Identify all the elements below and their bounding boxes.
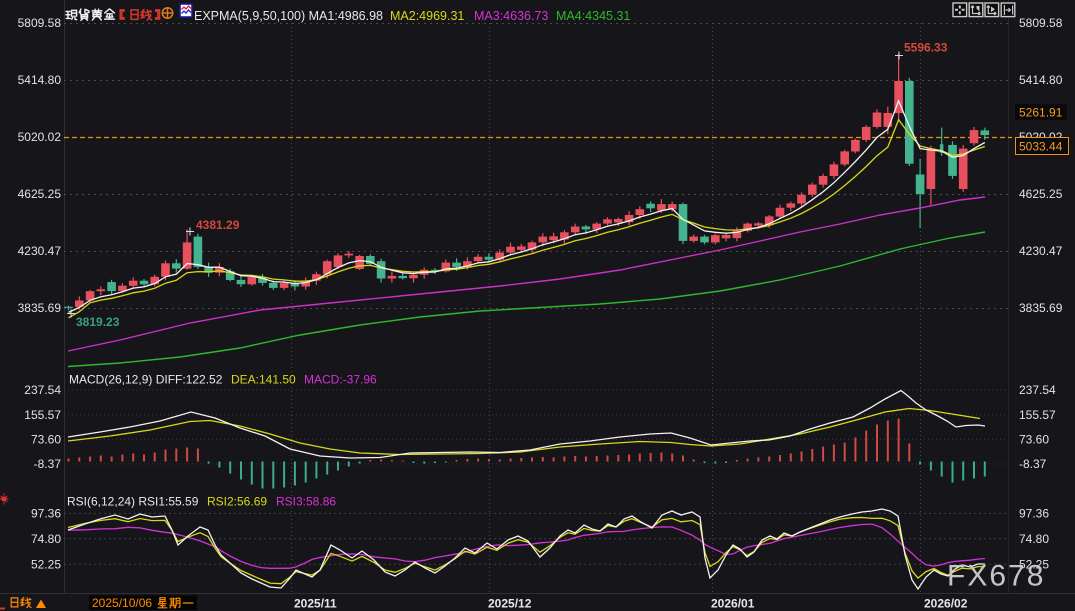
svg-text:RSI3:58.86: RSI3:58.86 <box>276 495 336 509</box>
svg-text:5809.58: 5809.58 <box>1019 16 1063 30</box>
svg-text:MA3:4636.73: MA3:4636.73 <box>474 9 548 23</box>
svg-text:MACD:-37.96: MACD:-37.96 <box>304 373 377 387</box>
svg-text:155.57: 155.57 <box>24 408 61 422</box>
svg-text:5414.80: 5414.80 <box>1019 73 1063 87</box>
svg-text:5261.91: 5261.91 <box>1019 106 1063 120</box>
svg-text:5809.58: 5809.58 <box>18 16 62 30</box>
svg-text:-8.37: -8.37 <box>34 457 62 471</box>
svg-text:5033.44: 5033.44 <box>1019 140 1063 154</box>
svg-text:2025/10/06: 2025/10/06 <box>92 596 152 610</box>
svg-text:74.80: 74.80 <box>31 532 61 546</box>
svg-text:97.36: 97.36 <box>31 507 61 521</box>
svg-text:MA4:4345.31: MA4:4345.31 <box>556 9 630 23</box>
svg-text:237.54: 237.54 <box>1019 383 1056 397</box>
svg-text:5596.33: 5596.33 <box>904 41 948 55</box>
svg-text:4381.29: 4381.29 <box>196 218 240 232</box>
svg-text:RSI(6,12,24) RSI1:55.59: RSI(6,12,24) RSI1:55.59 <box>67 495 199 509</box>
svg-text:2026/02: 2026/02 <box>924 597 968 611</box>
svg-text:EXPMA(5,9,50,100) MA1:4986.98: EXPMA(5,9,50,100) MA1:4986.98 <box>194 9 383 23</box>
svg-text:MACD(26,12,9) DIFF:122.52: MACD(26,12,9) DIFF:122.52 <box>69 373 223 387</box>
svg-text:2025/12: 2025/12 <box>488 597 532 611</box>
svg-text:2025/11: 2025/11 <box>294 597 337 611</box>
svg-text:155.57: 155.57 <box>1019 408 1056 422</box>
svg-text:MA2:4969.31: MA2:4969.31 <box>390 9 464 23</box>
svg-text:-8.37: -8.37 <box>1019 457 1047 471</box>
svg-text:3819.23: 3819.23 <box>76 315 120 329</box>
svg-text:52.25: 52.25 <box>31 557 61 571</box>
svg-text:97.36: 97.36 <box>1019 507 1049 521</box>
svg-text:73.60: 73.60 <box>1019 433 1049 447</box>
svg-text:FX678: FX678 <box>947 560 1045 593</box>
svg-text:4230.47: 4230.47 <box>18 244 62 258</box>
svg-text:2026/01: 2026/01 <box>711 597 755 611</box>
svg-text:52.25: 52.25 <box>1019 557 1049 571</box>
svg-text:73.60: 73.60 <box>31 433 61 447</box>
svg-text:3835.69: 3835.69 <box>1019 301 1063 315</box>
svg-text:5414.80: 5414.80 <box>18 73 62 87</box>
svg-text:3835.69: 3835.69 <box>18 301 62 315</box>
svg-text:RSI2:56.69: RSI2:56.69 <box>207 495 267 509</box>
svg-text:DEA:141.50: DEA:141.50 <box>231 373 296 387</box>
svg-text:74.80: 74.80 <box>1019 532 1049 546</box>
svg-text:4625.25: 4625.25 <box>18 187 62 201</box>
svg-text:237.54: 237.54 <box>24 383 61 397</box>
svg-text:4230.47: 4230.47 <box>1019 244 1063 258</box>
svg-text:5020.02: 5020.02 <box>18 130 62 144</box>
svg-text:4625.25: 4625.25 <box>1019 187 1063 201</box>
